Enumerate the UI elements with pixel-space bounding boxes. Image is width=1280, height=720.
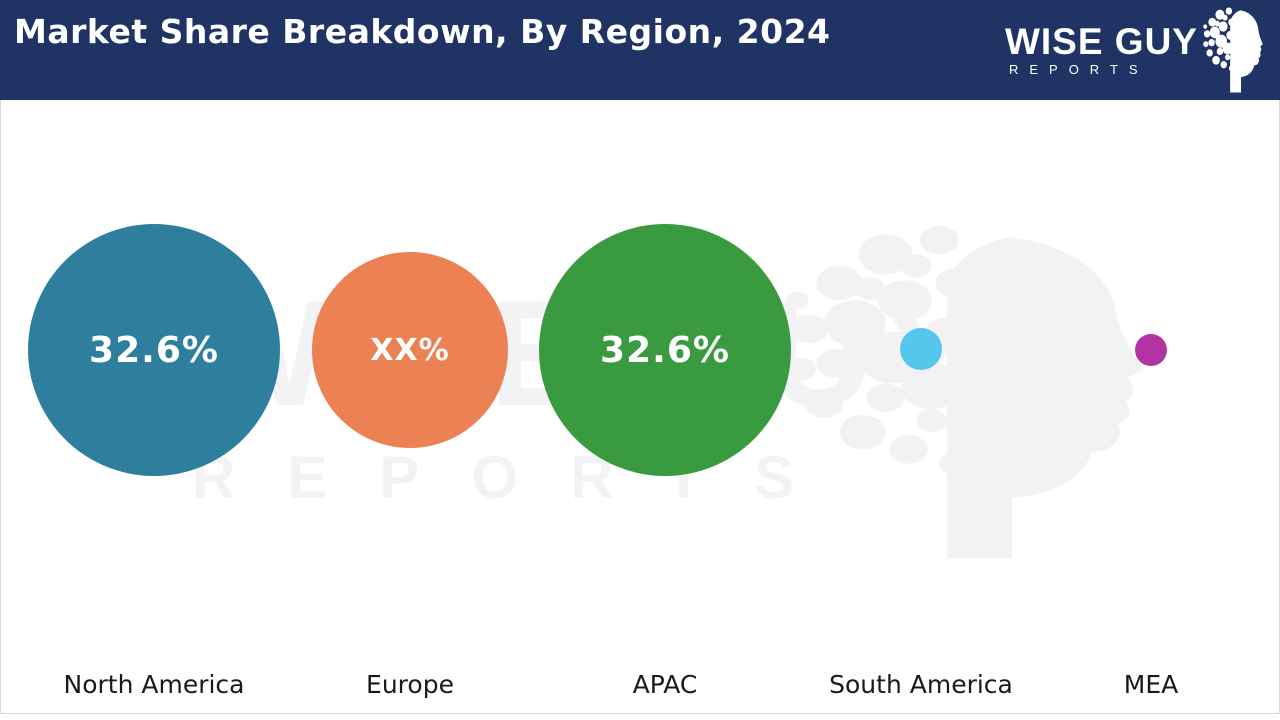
head-silhouette-icon xyxy=(1203,7,1263,93)
region-label-europe: Europe xyxy=(366,670,454,699)
bubble-value-label: XX% xyxy=(370,332,450,368)
logo-text: WISE GUY REPORTS xyxy=(1005,23,1198,77)
bubble-europe: XX% xyxy=(312,252,508,448)
region-label-south-america: South America xyxy=(829,670,1013,699)
region-label-apac: APAC xyxy=(632,670,698,699)
region-label-mea: MEA xyxy=(1123,670,1179,699)
region-label-north-america: North America xyxy=(63,670,245,699)
bubble-value-label: 32.6% xyxy=(89,329,219,371)
wise-guy-reports-logo: WISE GUY REPORTS xyxy=(1005,5,1266,95)
bubble-north-america: 32.6% xyxy=(28,224,280,476)
logo-title: WISE GUY xyxy=(1004,21,1198,62)
header-bar: Market Share Breakdown, By Region, 2024 … xyxy=(0,0,1280,100)
bubble-value-label: 32.6% xyxy=(600,329,730,371)
page-title: Market Share Breakdown, By Region, 2024 xyxy=(14,12,831,51)
bubble-apac: 32.6% xyxy=(539,224,791,476)
logo-subtitle: REPORTS xyxy=(1008,62,1149,77)
